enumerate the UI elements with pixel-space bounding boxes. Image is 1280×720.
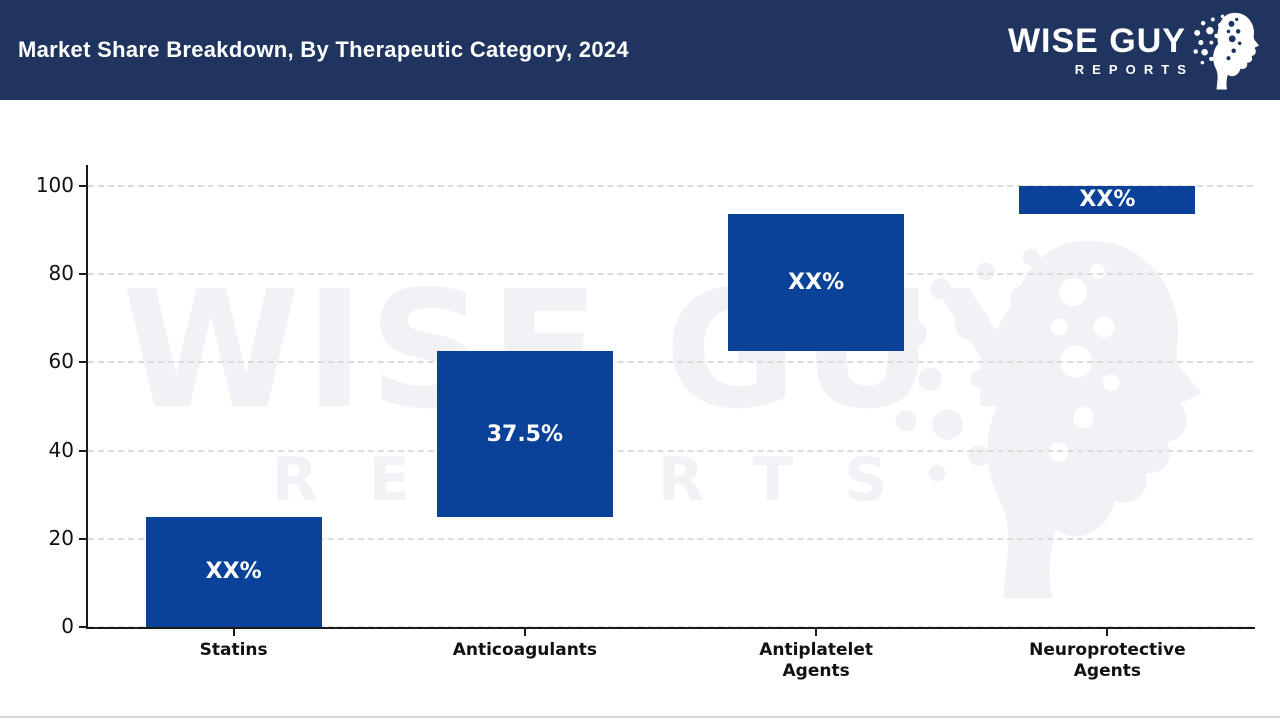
x-tick-statins: [232, 629, 235, 636]
gridline-80: [88, 273, 1253, 276]
y-axis-line: [86, 165, 88, 629]
y-tick-0: [79, 626, 87, 628]
bar-value-label-neuroprotective-agents: XX%: [1079, 187, 1136, 213]
x-tick-label-statins: Statins: [199, 640, 268, 660]
x-tick-label-neuroprotective-agents: Neuroprotective Agents: [1029, 640, 1186, 682]
y-tick-label-20: 20: [48, 525, 74, 550]
bar-value-label-antiplatelet-agents: XX%: [788, 269, 845, 295]
x-axis-line: [86, 627, 1255, 629]
y-tick-40: [79, 449, 87, 452]
x-tick-anticoagulants: [523, 629, 526, 636]
logo-face-icon: [1193, 12, 1260, 90]
bar-neuroprotective-agents: XX%: [1019, 186, 1196, 214]
x-tick-antiplatelet-agents: [815, 629, 818, 636]
gridline-100: [88, 185, 1253, 187]
bar-statins: XX%: [145, 516, 322, 627]
y-tick-label-60: 60: [48, 349, 74, 374]
brand-logo: WISE GUY REPORTS: [1008, 9, 1266, 91]
bar-antiplatelet-agents: XX%: [728, 213, 905, 352]
gridline-60: [88, 361, 1253, 364]
gridline-40: [88, 449, 1253, 452]
y-tick-100: [79, 185, 87, 187]
bottom-divider: [0, 716, 1280, 718]
page-title: Market Share Breakdown, By Therapeutic C…: [18, 37, 629, 62]
header-bar: Market Share Breakdown, By Therapeutic C…: [0, 0, 1280, 100]
y-tick-20: [79, 537, 87, 540]
logo-subtext: REPORTS: [1074, 62, 1194, 77]
bar-anticoagulants: 37.5%: [436, 351, 613, 517]
x-tick-label-anticoagulants: Anticoagulants: [452, 640, 598, 660]
y-tick-label-0: 0: [61, 614, 74, 638]
y-tick-label-40: 40: [48, 437, 74, 462]
y-tick-60: [79, 361, 87, 364]
logo-wordmark: WISE GUY: [1007, 22, 1186, 60]
x-tick-label-antiplatelet-agents: Antiplatelet Agents: [759, 640, 874, 682]
gridline-20: [88, 537, 1253, 540]
y-tick-80: [79, 273, 87, 276]
y-tick-label-80: 80: [48, 261, 74, 286]
bar-value-label-anticoagulants: 37.5%: [486, 421, 564, 447]
x-tick-neuroprotective-agents: [1106, 629, 1109, 636]
y-tick-label-100: 100: [35, 173, 74, 197]
bar-value-label-statins: XX%: [205, 559, 262, 585]
